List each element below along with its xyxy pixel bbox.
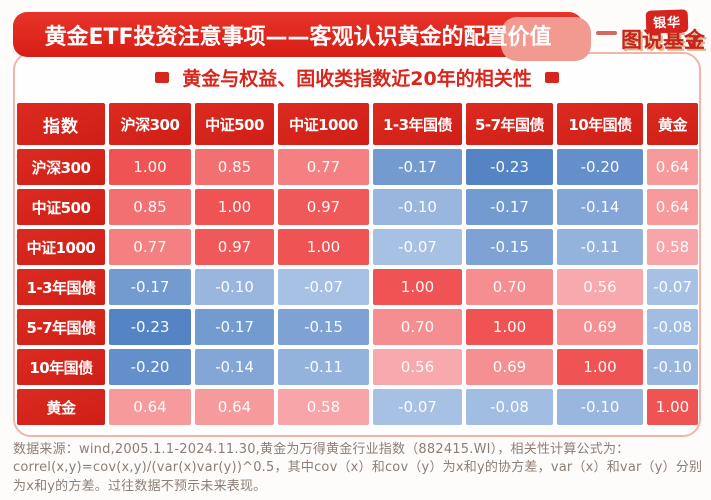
row-header: 10年国债 — [17, 349, 105, 385]
matrix-cell: 0.70 — [466, 269, 553, 305]
matrix-cell: 0.69 — [557, 309, 643, 345]
row-header: 沪深300 — [17, 149, 105, 185]
matrix-cell: 0.77 — [109, 229, 191, 265]
matrix-cell: -0.07 — [278, 269, 369, 305]
matrix-cell: -0.15 — [278, 309, 369, 345]
brand-badge: 银华 — [645, 9, 689, 34]
matrix-cell: 0.77 — [278, 149, 369, 185]
page-title: 黄金ETF投资注意事项——客观认识黄金的配置价值 — [44, 24, 552, 50]
matrix-cell: 0.64 — [109, 389, 191, 425]
matrix-cell: -0.15 — [466, 229, 553, 265]
matrix-cell: -0.17 — [373, 149, 462, 185]
column-header: 1-3年国债 — [373, 103, 462, 145]
column-header: 中证500 — [195, 103, 274, 145]
column-header: 沪深300 — [109, 103, 191, 145]
column-header: 5-7年国债 — [466, 103, 553, 145]
matrix-cell: -0.14 — [195, 349, 274, 385]
matrix-cell: -0.10 — [557, 389, 643, 425]
title-banner: 黄金ETF投资注意事项——客观认识黄金的配置价值 — [13, 12, 591, 61]
row-header: 中证500 — [17, 189, 105, 225]
matrix-cell: -0.07 — [647, 269, 698, 305]
matrix-cell: -0.20 — [109, 349, 191, 385]
matrix-cell: 0.97 — [278, 189, 369, 225]
matrix-cell: 0.85 — [109, 189, 191, 225]
matrix-cell: -0.17 — [109, 269, 191, 305]
matrix-cell: -0.17 — [195, 309, 274, 345]
matrix-cell: 0.64 — [195, 389, 274, 425]
matrix-cell: 1.00 — [647, 389, 698, 425]
matrix-cell: 1.00 — [466, 309, 553, 345]
row-header: 中证1000 — [17, 229, 105, 265]
column-header: 中证1000 — [278, 103, 369, 145]
matrix-cell: 0.58 — [278, 389, 369, 425]
matrix-cell: 1.00 — [278, 229, 369, 265]
matrix-cell: 0.64 — [647, 189, 698, 225]
column-header: 10年国债 — [557, 103, 643, 145]
matrix-cell: -0.20 — [557, 149, 643, 185]
matrix-cell: -0.10 — [195, 269, 274, 305]
data-source-note: 数据来源：wind,2005.1.1-2024.11.30,黄金为万得黄金行业指… — [13, 442, 703, 494]
matrix-cell: 0.58 — [647, 229, 698, 265]
matrix-cell: 0.69 — [466, 349, 553, 385]
row-header: 5-7年国债 — [17, 309, 105, 345]
matrix-cell: 1.00 — [373, 269, 462, 305]
subtitle-text: 黄金与权益、固收类指数近20年的相关性 — [182, 68, 532, 90]
matrix-cell: -0.23 — [109, 309, 191, 345]
matrix-cell: -0.08 — [466, 389, 553, 425]
correlation-table: 指数 沪深300 中证500 中证1000 1-3年国债 5-7年国债 10年国债 黄金 沪深3… — [17, 103, 698, 425]
matrix-cell: 0.70 — [373, 309, 462, 345]
table-corner-label: 指数 — [17, 103, 105, 145]
matrix-cell: 0.64 — [647, 149, 698, 185]
matrix-cell: -0.07 — [373, 389, 462, 425]
matrix-cell: -0.10 — [373, 189, 462, 225]
matrix-cell: 0.56 — [373, 349, 462, 385]
matrix-cell: -0.23 — [466, 149, 553, 185]
matrix-cell: -0.07 — [373, 229, 462, 265]
matrix-cell: 0.97 — [195, 229, 274, 265]
matrix-cell: -0.10 — [647, 349, 698, 385]
matrix-cell: 0.85 — [195, 149, 274, 185]
section-subtitle: 黄金与权益、固收类指数近20年的相关性 — [13, 64, 701, 91]
matrix-cell: 1.00 — [109, 149, 191, 185]
matrix-cell: 1.00 — [557, 349, 643, 385]
matrix-cell: -0.14 — [557, 189, 643, 225]
matrix-cell: -0.11 — [278, 349, 369, 385]
matrix-cell: 1.00 — [195, 189, 274, 225]
connector-line — [596, 31, 617, 35]
row-header: 黄金 — [17, 389, 105, 425]
column-header: 黄金 — [647, 103, 698, 145]
row-header: 1-3年国债 — [17, 269, 105, 305]
square-bullet-icon — [155, 72, 170, 83]
matrix-cell: -0.08 — [647, 309, 698, 345]
matrix-cell: -0.17 — [466, 189, 553, 225]
square-bullet-icon — [544, 72, 559, 83]
check-icon: ✔ — [684, 28, 705, 56]
matrix-cell: 0.56 — [557, 269, 643, 305]
matrix-cell: -0.11 — [557, 229, 643, 265]
